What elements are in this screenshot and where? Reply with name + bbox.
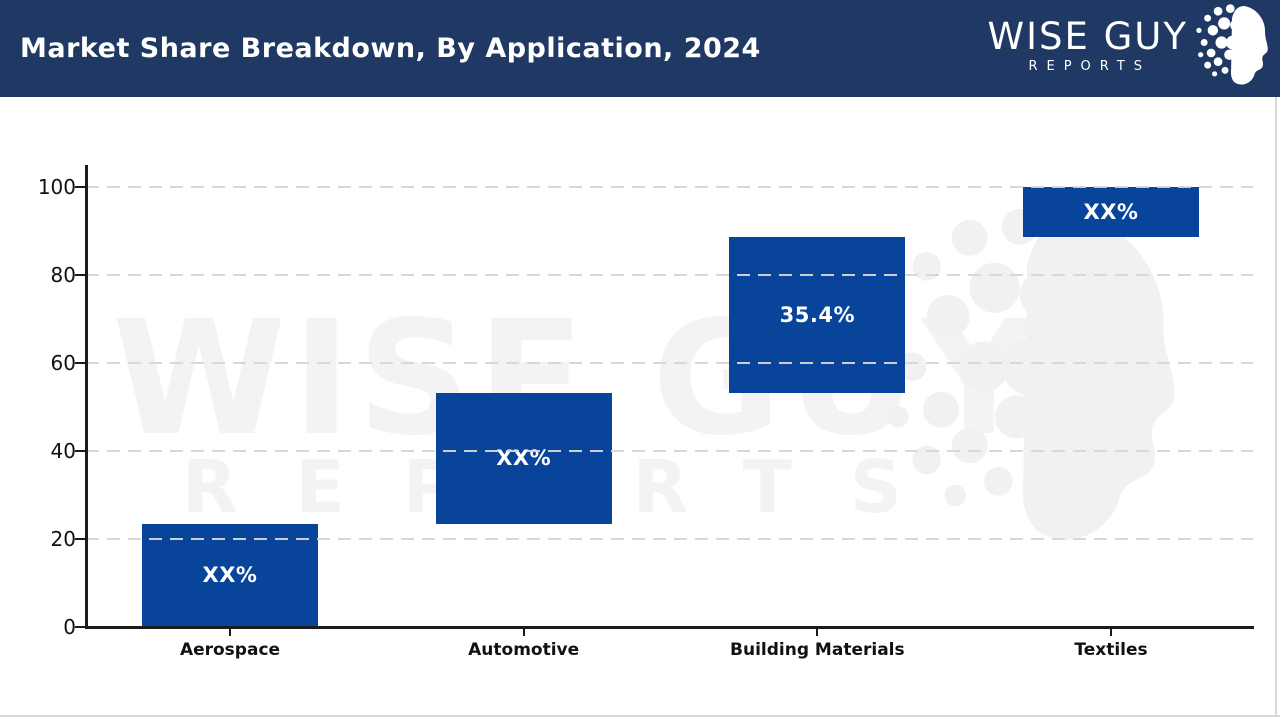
y-axis — [85, 165, 88, 629]
x-category-label: Building Materials — [730, 640, 905, 660]
x-category-label: Aerospace — [179, 640, 281, 660]
watermark-face-icon — [880, 209, 1175, 540]
brand-face-icon — [1196, 4, 1268, 85]
x-tick — [522, 629, 525, 636]
y-gridline — [86, 450, 1253, 452]
x-tick — [229, 629, 231, 636]
y-tick-label: 20 — [50, 527, 76, 551]
right-border — [1275, 97, 1277, 717]
x-tick — [1110, 629, 1112, 636]
brand-name: WISE GUY — [987, 15, 1188, 59]
y-tick — [75, 538, 85, 540]
bar-value-label: XX% — [1083, 200, 1139, 225]
y-gridline — [86, 186, 1253, 188]
x-category-label: Automotive — [468, 640, 580, 660]
y-tick-label: 0 — [63, 615, 76, 639]
bar-building-materials: 35.4% — [729, 237, 906, 393]
y-tick-label: 60 — [50, 351, 76, 375]
y-tick — [75, 274, 85, 276]
y-tick — [75, 186, 85, 188]
y-gridline — [86, 362, 1253, 364]
y-gridline — [86, 274, 1253, 276]
y-tick — [75, 626, 85, 628]
bar-automotive: XX% — [435, 392, 612, 524]
y-tick-label: 80 — [50, 263, 76, 287]
bar-aerospace: XX% — [142, 523, 318, 627]
brand-text: WISE GUY REPORTS — [987, 15, 1188, 74]
bottom-border — [0, 715, 1280, 717]
bar-value-label: 35.4% — [779, 303, 855, 328]
y-tick-label: 100 — [37, 175, 76, 199]
bar-textiles: XX% — [1023, 187, 1199, 238]
y-tick — [75, 362, 85, 364]
bar-value-label: XX% — [202, 563, 258, 588]
y-gridline — [86, 538, 1253, 540]
y-tick-label: 40 — [50, 439, 76, 463]
brand-logo: WISE GUY REPORTS — [988, 4, 1272, 88]
x-tick — [816, 629, 819, 636]
y-tick — [75, 450, 85, 452]
header: Market Share Breakdown, By Application, … — [0, 0, 1280, 97]
x-axis — [85, 626, 1254, 629]
page-title: Market Share Breakdown, By Application, … — [20, 33, 761, 64]
brand-subtitle: REPORTS — [1028, 58, 1152, 74]
x-category-label: Textiles — [1074, 640, 1148, 660]
